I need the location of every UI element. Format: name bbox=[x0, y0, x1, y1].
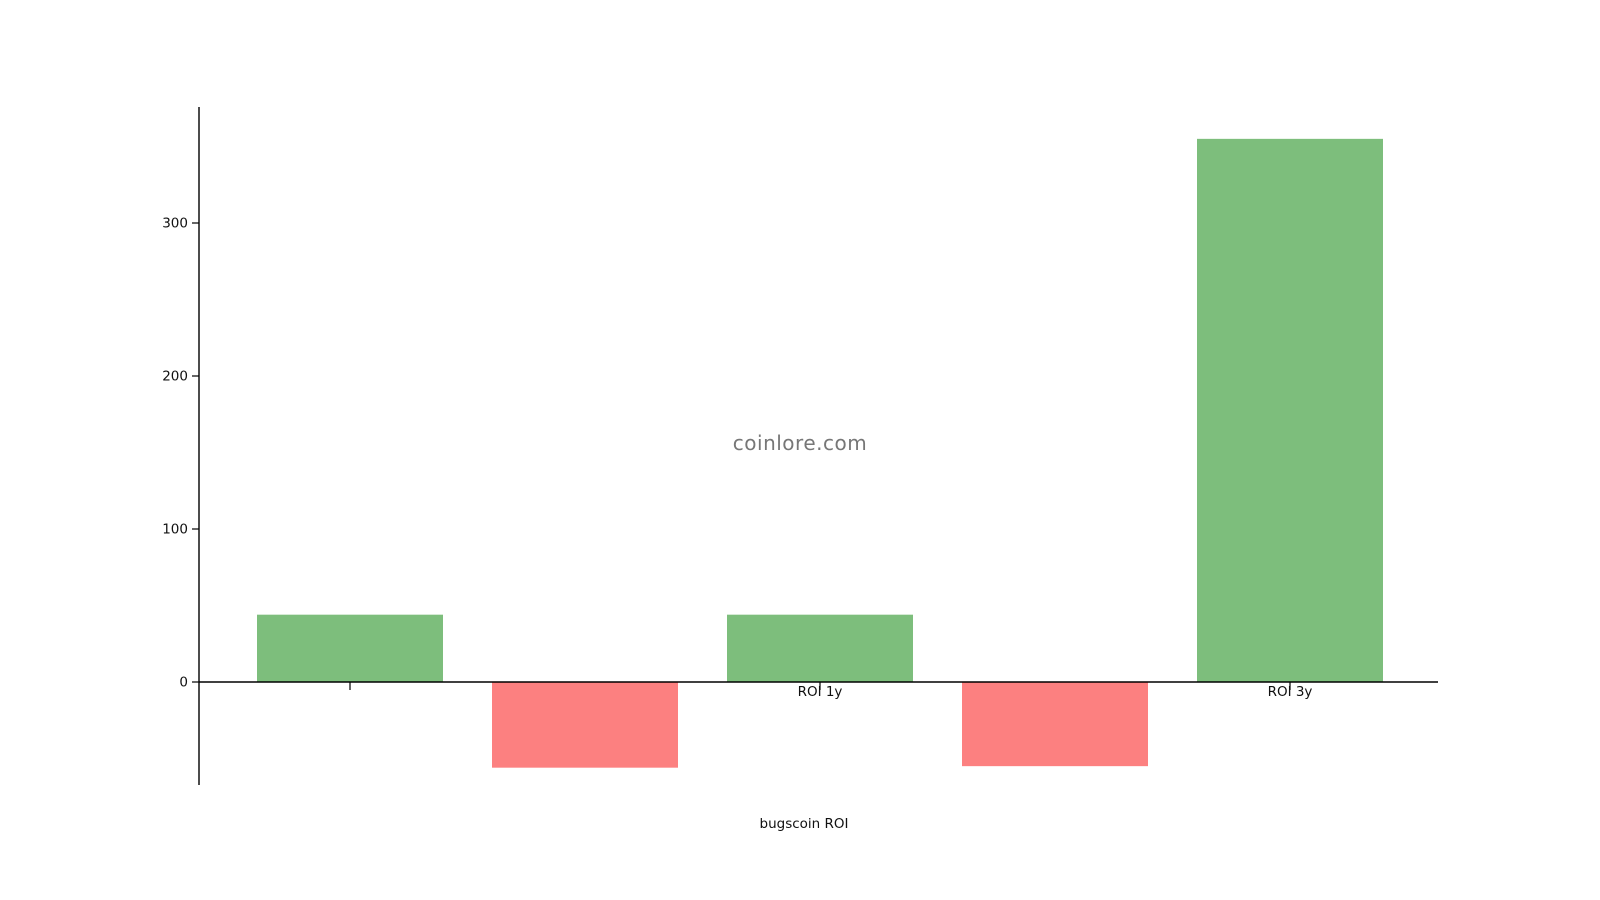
bar-negative bbox=[492, 682, 678, 768]
bar-positive bbox=[1197, 138, 1383, 683]
x-tick-label: ROI 1y bbox=[798, 684, 843, 700]
watermark: coinlore.com bbox=[732, 431, 868, 455]
y-tick-label: 300 bbox=[162, 216, 188, 232]
y-tick-label: 200 bbox=[162, 369, 188, 385]
bar-positive bbox=[727, 614, 913, 682]
bar-negative bbox=[962, 682, 1148, 767]
x-tick-label: ROI 3y bbox=[1268, 684, 1313, 700]
y-tick-label: 100 bbox=[162, 522, 188, 538]
chart-title: bugscoin ROI bbox=[759, 816, 849, 832]
y-tick-label: 0 bbox=[179, 675, 188, 691]
bar-positive bbox=[257, 614, 443, 682]
